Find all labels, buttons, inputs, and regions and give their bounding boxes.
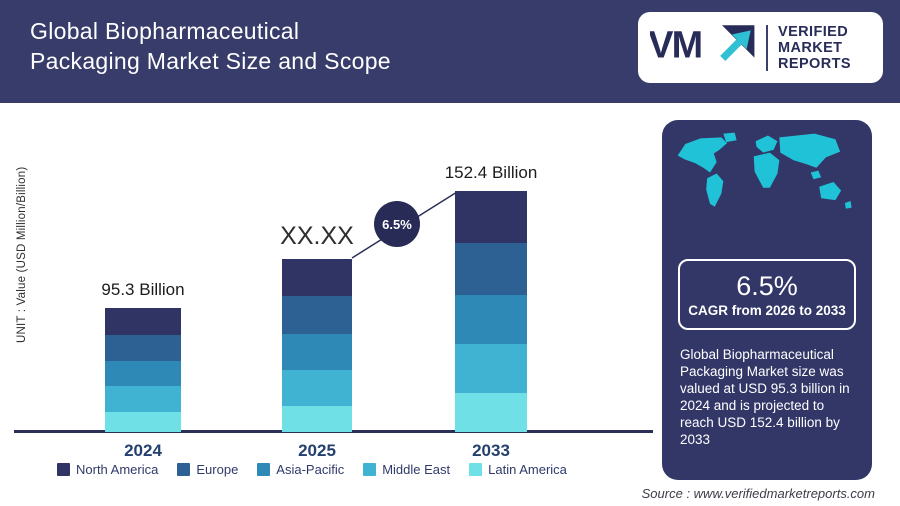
segment-europe bbox=[455, 243, 527, 295]
segment-north-america bbox=[455, 191, 527, 243]
growth-circle-label: 6.5% bbox=[382, 217, 412, 232]
svg-text:VM: VM bbox=[650, 25, 701, 67]
vmr-logo-icon: VM bbox=[648, 21, 758, 74]
segment-latin-america bbox=[282, 406, 352, 432]
logo-wordmark: VERIFIED MARKET REPORTS bbox=[778, 24, 851, 72]
segment-europe bbox=[105, 335, 181, 361]
legend-swatch bbox=[363, 463, 377, 476]
legend-swatch bbox=[57, 463, 70, 476]
legend-item-asia-pacific: Asia-Pacific bbox=[257, 462, 344, 477]
legend-label: Latin America bbox=[488, 462, 567, 477]
legend-label: Asia-Pacific bbox=[276, 462, 345, 477]
x-axis-tick-2033: 2033 bbox=[472, 441, 510, 460]
growth-circle bbox=[374, 201, 420, 247]
segment-latin-america bbox=[455, 393, 527, 432]
segment-middle-east bbox=[282, 370, 352, 406]
legend-swatch bbox=[469, 463, 483, 476]
legend-item-north-america: North America bbox=[57, 462, 158, 477]
cagr-value: 6.5% bbox=[736, 271, 798, 301]
y-axis-unit-label: UNIT : Value (USD Million/Billion) bbox=[16, 166, 28, 343]
segment-north-america bbox=[282, 259, 352, 296]
bar-value-label-2025: XX.XX bbox=[280, 222, 354, 250]
bar-chart: UNIT : Value (USD Million/Billion) 6.5% … bbox=[0, 103, 660, 506]
logo-divider bbox=[766, 24, 768, 71]
growth-connector-line bbox=[351, 191, 458, 259]
cagr-caption: CAGR from 2026 to 2033 bbox=[688, 303, 846, 318]
world-map-icon bbox=[672, 130, 862, 255]
page-title: Global Biopharmaceutical Packaging Marke… bbox=[30, 16, 391, 76]
legend-label: Middle East bbox=[382, 462, 451, 477]
segment-asia-pacific bbox=[282, 334, 352, 370]
legend-item-middle-east: Middle East bbox=[363, 462, 450, 477]
bar-value-label-2024: 95.3 Billion bbox=[101, 280, 185, 299]
legend-item-europe: Europe bbox=[177, 462, 238, 477]
segment-asia-pacific bbox=[455, 295, 527, 344]
logo-word-reports: REPORTS bbox=[778, 55, 851, 72]
legend-swatch bbox=[177, 463, 191, 476]
stacked-bar-2024 bbox=[105, 308, 181, 432]
logo-word-verified: VERIFIED bbox=[778, 23, 849, 40]
logo-word-market: MARKET bbox=[778, 39, 843, 56]
segment-middle-east bbox=[455, 344, 527, 393]
vmr-logo: VM VERIFIED MARKET REPORTS bbox=[638, 12, 883, 83]
page-title-line1: Global Biopharmaceutical bbox=[30, 18, 300, 44]
segment-asia-pacific bbox=[105, 361, 181, 386]
sidebar-panel: 6.5% CAGR from 2026 to 2033 Global Bioph… bbox=[662, 120, 872, 480]
x-axis-tick-2025: 2025 bbox=[298, 441, 336, 460]
x-axis-tick-2024: 2024 bbox=[124, 441, 162, 460]
page-title-line2: Packaging Market Size and Scope bbox=[30, 48, 391, 74]
stacked-bar-2025 bbox=[282, 259, 352, 432]
source-attribution: Source : www.verifiedmarketreports.com bbox=[641, 486, 875, 501]
market-summary-text: Global Biopharmaceutical Packaging Marke… bbox=[680, 347, 850, 447]
bar-value-label-2033: 152.4 Billion bbox=[444, 163, 538, 182]
segment-europe bbox=[282, 296, 352, 334]
header-banner: Global Biopharmaceutical Packaging Marke… bbox=[0, 0, 900, 103]
cagr-box: 6.5% CAGR from 2026 to 2033 bbox=[678, 259, 856, 330]
legend: North America Europe Asia-Pacific Middle Ea… bbox=[57, 462, 567, 477]
stacked-bar-2033 bbox=[455, 191, 527, 432]
segment-latin-america bbox=[105, 412, 181, 432]
legend-item-latin-america: Latin America bbox=[469, 462, 567, 477]
legend-label: North America bbox=[76, 462, 159, 477]
segment-middle-east bbox=[105, 386, 181, 412]
segment-north-america bbox=[105, 308, 181, 335]
legend-label: Europe bbox=[196, 462, 239, 477]
legend-swatch bbox=[257, 463, 271, 476]
